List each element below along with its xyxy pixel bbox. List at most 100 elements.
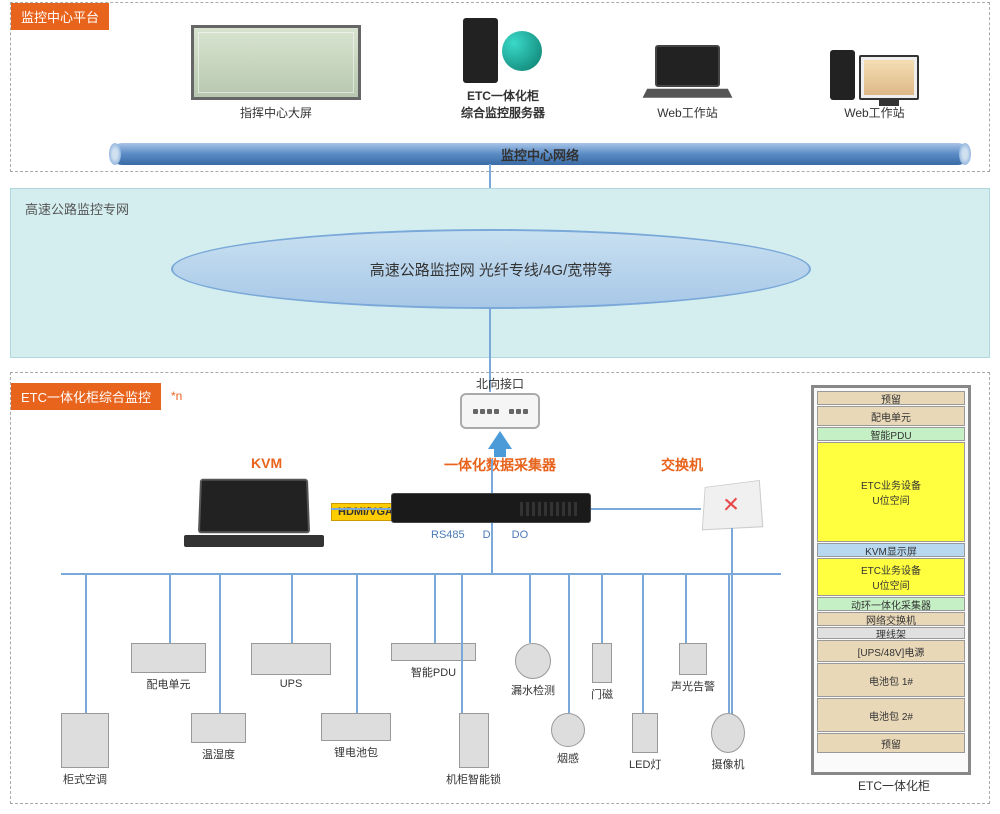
device-drop-line xyxy=(461,573,463,713)
switch-arrows-icon: ✕ xyxy=(722,492,740,518)
device-drop-line xyxy=(219,573,221,713)
device-icon xyxy=(711,713,745,753)
device-icon xyxy=(632,713,658,753)
device-drop-line xyxy=(642,573,644,713)
device-label: 烟感 xyxy=(557,750,579,766)
pipe-label: 监控中心网络 xyxy=(501,145,579,164)
rack-slot: KVM显示屏 xyxy=(817,543,965,557)
section-etc-integrated: ETC一体化柜综合监控 *n 北向接口 KVM 一体化数据采集器 交换机 HDM… xyxy=(10,372,990,804)
device-声光告警: 声光告警 xyxy=(671,643,715,694)
device-柜式空调: 柜式空调 xyxy=(61,713,109,787)
up-arrow-icon xyxy=(488,431,512,449)
device-温湿度: 温湿度 xyxy=(191,713,246,762)
rack-slot: ETC业务设备 U位空间 xyxy=(817,558,965,596)
rack-slot: 电池包 2# xyxy=(817,698,965,732)
multiplier-label: *n xyxy=(171,389,182,403)
rack-slot: 电池包 1# xyxy=(817,663,965,697)
device-icon xyxy=(459,713,489,768)
rack-slot: 智能PDU xyxy=(817,427,965,441)
north-interface-label: 北向接口 xyxy=(476,375,524,392)
rack-title: ETC一体化柜 xyxy=(817,777,971,794)
device-drop-line xyxy=(291,573,293,643)
device-label: 柜式空调 xyxy=(63,771,107,787)
port-do: DO xyxy=(512,529,529,541)
section3-label: ETC一体化柜综合监控 xyxy=(11,383,161,410)
link-collector-up xyxy=(491,459,493,493)
section1-label: 监控中心平台 xyxy=(11,3,109,30)
device-label: 温湿度 xyxy=(202,746,235,762)
workstation-label: Web工作站 xyxy=(844,104,904,121)
rack-slot: ETC业务设备 U位空间 xyxy=(817,442,965,542)
device-drop-line xyxy=(568,573,570,713)
rack-slot: 配电单元 xyxy=(817,406,965,426)
device-label: UPS xyxy=(280,678,303,690)
device-摄像机: 摄像机 xyxy=(711,713,745,772)
command-center-screen: 指挥中心大屏 xyxy=(191,25,361,121)
device-label: 声光告警 xyxy=(671,678,715,694)
device-drop-line xyxy=(85,573,87,713)
port-labels: RS485 DI DO xyxy=(431,529,528,541)
port-rs485: RS485 xyxy=(431,529,465,541)
rack-slot: [UPS/48V]电源 xyxy=(817,640,965,662)
device-icon xyxy=(551,713,585,747)
ellipse-label: 高速公路监控网 光纤专线/4G/宽带等 xyxy=(370,259,613,280)
etc-monitoring-server: ETC一体化柜 综合监控服务器 xyxy=(461,18,545,121)
link-collector-switch xyxy=(591,508,701,510)
laptop-icon xyxy=(645,45,730,100)
web-workstation-desktop: Web工作站 xyxy=(830,50,919,121)
device-机柜智能锁: 机柜智能锁 xyxy=(446,713,501,787)
device-label: 锂电池包 xyxy=(334,744,378,760)
link-kvm-collector xyxy=(331,508,391,510)
device-门磁: 门磁 xyxy=(591,643,613,702)
device-LED灯: LED灯 xyxy=(629,713,661,772)
rack-slot: 网络交换机 xyxy=(817,612,965,626)
link-collector-down xyxy=(491,523,493,573)
collector-label: 一体化数据采集器 xyxy=(444,455,556,475)
north-interface-device xyxy=(460,393,540,429)
device-label: 配电单元 xyxy=(147,676,191,692)
etc-rack-diagram: 预留配电单元智能PDUETC业务设备 U位空间KVM显示屏ETC业务设备 U位空… xyxy=(811,385,971,775)
device-label: 漏水检测 xyxy=(511,682,555,698)
rack-slot: 动环一体化采集器 xyxy=(817,597,965,611)
device-icon xyxy=(191,713,246,743)
bottom-devices-area: 配电单元 UPS 智能PDU 漏水检测 门磁声光告警柜式空调 温湿度 锂电池包机柜智能锁 烟感… xyxy=(31,573,791,793)
top-devices-row: 指挥中心大屏 ETC一体化柜 综合监控服务器 Web工作站 Web工作站 xyxy=(141,11,969,121)
device-drop-line xyxy=(529,573,531,643)
device-label: 智能PDU xyxy=(411,664,456,680)
laptop-label: Web工作站 xyxy=(657,104,717,121)
server-label: ETC一体化柜 综合监控服务器 xyxy=(461,87,545,121)
device-drop-line xyxy=(169,573,171,643)
server-icon xyxy=(463,18,542,83)
device-icon xyxy=(131,643,206,673)
hdmi-vga-label: HDMI/VGA xyxy=(331,503,400,521)
big-screen-label: 指挥中心大屏 xyxy=(240,104,312,121)
device-烟感: 烟感 xyxy=(551,713,585,766)
device-icon xyxy=(515,643,551,679)
data-collector-device xyxy=(391,493,591,523)
device-drop-line xyxy=(728,573,730,713)
device-icon xyxy=(61,713,109,768)
device-icon xyxy=(321,713,391,741)
device-icon xyxy=(592,643,612,683)
kvm-device xyxy=(176,478,331,548)
switch-device: ✕ xyxy=(702,480,763,530)
web-workstation-laptop: Web工作站 xyxy=(645,45,730,121)
section2-label: 高速公路监控专网 xyxy=(25,199,129,218)
network-topology-diagram: 监控中心平台 指挥中心大屏 ETC一体化柜 综合监控服务器 Web工作站 xyxy=(0,0,1000,814)
link-sec1-sec2 xyxy=(489,164,491,188)
device-drop-line xyxy=(685,573,687,643)
device-icon xyxy=(251,643,331,675)
device-label: 机柜智能锁 xyxy=(446,771,501,787)
device-配电单元: 配电单元 xyxy=(131,643,206,692)
device-icon xyxy=(679,643,707,675)
rack-slot: 预留 xyxy=(817,391,965,405)
device-锂电池包: 锂电池包 xyxy=(321,713,391,760)
device-drop-line xyxy=(356,573,358,713)
rack-slot: 预留 xyxy=(817,733,965,753)
big-screen-icon xyxy=(191,25,361,100)
device-drop-line xyxy=(434,573,436,643)
workstation-icon xyxy=(830,50,919,100)
section-monitoring-center: 监控中心平台 指挥中心大屏 ETC一体化柜 综合监控服务器 Web工作站 xyxy=(10,2,990,172)
device-label: LED灯 xyxy=(629,756,661,772)
switch-label: 交换机 xyxy=(661,455,703,475)
